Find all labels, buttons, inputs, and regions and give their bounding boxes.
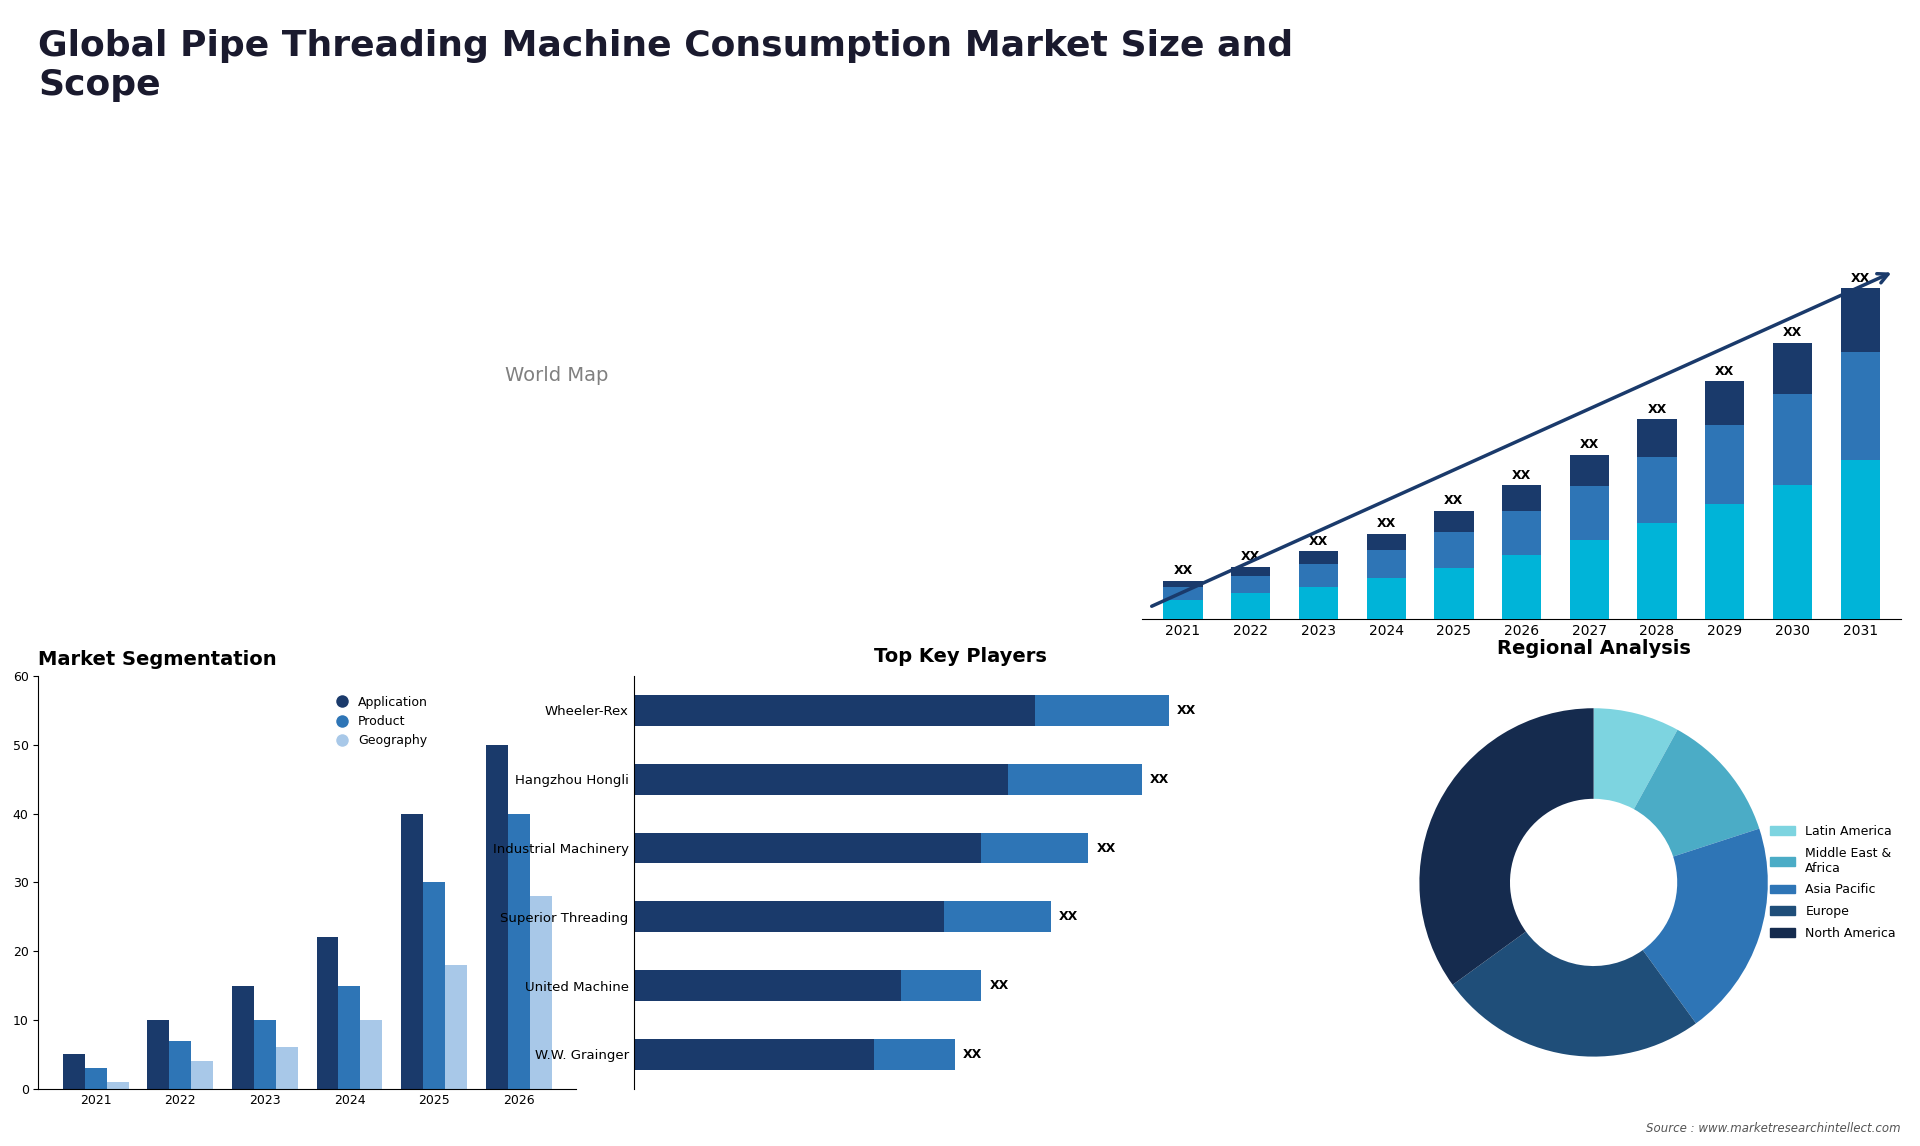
Bar [1772, 343, 1812, 393]
Text: XX: XX [1377, 517, 1396, 531]
Bar [486, 745, 507, 1089]
Legend: Latin America, Middle East &
Africa, Asia Pacific, Europe, North America: Latin America, Middle East & Africa, Asi… [1764, 819, 1901, 945]
Bar [192, 1061, 213, 1089]
Bar [634, 1039, 874, 1070]
Bar [1841, 352, 1880, 460]
Text: XX: XX [1240, 550, 1260, 564]
Bar [874, 1039, 954, 1070]
Bar [1501, 511, 1542, 555]
Bar [507, 814, 530, 1089]
Bar [1501, 555, 1542, 619]
Bar [1571, 455, 1609, 487]
Polygon shape [1645, 36, 1795, 119]
Bar [634, 694, 1035, 725]
Text: XX: XX [1173, 565, 1192, 578]
Bar [1841, 288, 1880, 352]
Bar [1164, 587, 1202, 599]
Text: World Map: World Map [505, 367, 609, 385]
Text: XX: XX [1511, 469, 1532, 482]
Bar [276, 1047, 298, 1089]
Bar [1231, 575, 1271, 594]
Bar [1705, 425, 1745, 504]
Bar [1772, 485, 1812, 619]
Bar [401, 814, 422, 1089]
Bar [1638, 419, 1676, 457]
Title: Top Key Players: Top Key Players [874, 647, 1046, 666]
Text: XX: XX [1150, 772, 1169, 786]
Bar [84, 1068, 108, 1089]
Text: XX: XX [1851, 272, 1870, 284]
Bar [1367, 550, 1405, 578]
Bar [634, 971, 900, 1002]
Bar [1638, 457, 1676, 524]
Bar [634, 902, 945, 933]
Bar [422, 882, 445, 1089]
Bar [445, 965, 467, 1089]
Bar [253, 1020, 276, 1089]
Bar [169, 1041, 192, 1089]
Bar [634, 832, 981, 863]
Bar [1772, 393, 1812, 485]
Bar [1164, 599, 1202, 619]
Bar [1367, 534, 1405, 550]
Bar [317, 937, 338, 1089]
Bar [1841, 460, 1880, 619]
Text: XX: XX [1060, 910, 1079, 924]
Text: Global Pipe Threading Machine Consumption Market Size and
Scope: Global Pipe Threading Machine Consumptio… [38, 29, 1294, 102]
Bar [1367, 578, 1405, 619]
Bar [1008, 763, 1142, 794]
Bar [530, 896, 551, 1089]
Bar [1164, 581, 1202, 587]
Text: XX: XX [962, 1047, 981, 1061]
Bar [1298, 551, 1338, 564]
Bar [1705, 380, 1745, 425]
Wedge shape [1594, 708, 1678, 809]
Bar [945, 902, 1050, 933]
Bar [1231, 594, 1271, 619]
Bar [1638, 524, 1676, 619]
Bar [148, 1020, 169, 1089]
Bar [1434, 532, 1473, 568]
Text: XX: XX [1715, 364, 1734, 378]
Text: MARKET
RESEARCH
INTELLECT: MARKET RESEARCH INTELLECT [1807, 40, 1868, 77]
Bar [108, 1082, 129, 1089]
Text: Source : www.marketresearchintellect.com: Source : www.marketresearchintellect.com [1645, 1122, 1901, 1135]
Text: XX: XX [1309, 535, 1329, 548]
Bar [1298, 564, 1338, 587]
Wedge shape [1419, 708, 1594, 984]
Bar [1434, 511, 1473, 532]
Text: XX: XX [1784, 327, 1803, 339]
Bar [981, 832, 1089, 863]
Bar [63, 1054, 84, 1089]
Bar [1571, 540, 1609, 619]
Text: Market Segmentation: Market Segmentation [38, 650, 276, 669]
Bar [232, 986, 253, 1089]
Bar [900, 971, 981, 1002]
Bar [1434, 568, 1473, 619]
Text: XX: XX [1647, 403, 1667, 416]
Wedge shape [1453, 932, 1695, 1057]
Bar [338, 986, 361, 1089]
Bar [634, 763, 1008, 794]
Bar [1705, 504, 1745, 619]
Bar [1501, 485, 1542, 511]
Legend: Application, Product, Geography: Application, Product, Geography [324, 691, 432, 752]
Text: XX: XX [1177, 704, 1196, 717]
Bar [361, 1020, 382, 1089]
Bar [1571, 487, 1609, 540]
Wedge shape [1634, 730, 1759, 856]
Title: Regional Analysis: Regional Analysis [1498, 638, 1690, 658]
Bar [1298, 587, 1338, 619]
Text: XX: XX [989, 979, 1008, 992]
Wedge shape [1644, 829, 1768, 1023]
Bar [1231, 566, 1271, 575]
Text: XX: XX [1580, 439, 1599, 452]
Text: XX: XX [1444, 494, 1463, 508]
Text: XX: XX [1096, 841, 1116, 855]
Bar [1035, 694, 1169, 725]
